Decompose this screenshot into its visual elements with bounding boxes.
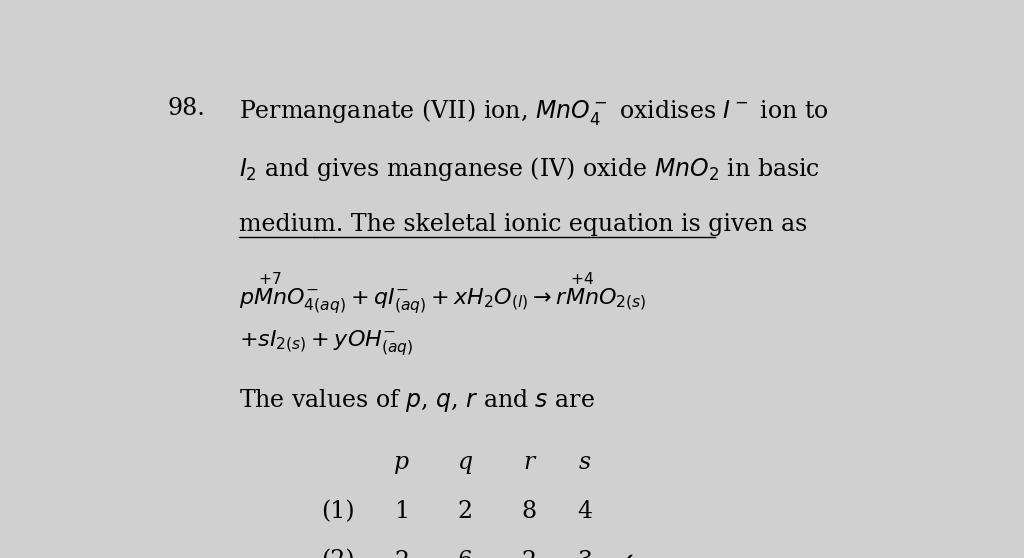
Text: r: r [523,451,535,474]
Text: 2: 2 [458,501,473,523]
Text: 4: 4 [577,501,592,523]
Text: q: q [458,451,473,474]
Text: (1): (1) [322,501,355,523]
Text: (2): (2) [322,550,355,558]
Text: 2: 2 [394,550,410,558]
Text: 8: 8 [521,501,537,523]
Text: s: s [579,451,591,474]
Text: 98.: 98. [168,97,206,120]
Text: $\checkmark$: $\checkmark$ [614,550,634,558]
Text: 2: 2 [521,550,537,558]
Text: The values of $p$, $q$, $r$ and $s$ are: The values of $p$, $q$, $r$ and $s$ are [240,387,595,414]
Text: 6: 6 [458,550,473,558]
Text: Permanganate (VII) ion, $MnO_4^-$ oxidises $I^-$ ion to: Permanganate (VII) ion, $MnO_4^-$ oxidis… [240,97,829,127]
Text: p: p [394,451,410,474]
Text: 1: 1 [394,501,410,523]
Text: $p\overset{+7}{Mn}O_{4(aq)}^{-}+qI_{(aq)}^{-}+xH_2O_{(l)}\rightarrow r\overset{+: $p\overset{+7}{Mn}O_{4(aq)}^{-}+qI_{(aq)… [240,271,647,317]
Text: $I_2$ and gives manganese (IV) oxide $MnO_2$ in basic: $I_2$ and gives manganese (IV) oxide $Mn… [240,155,820,183]
Text: $+sI_{2(s)}+yOH_{(aq)}^{-}$: $+sI_{2(s)}+yOH_{(aq)}^{-}$ [240,329,414,358]
Text: 3: 3 [577,550,592,558]
Text: medium. The skeletal ionic equation is given as: medium. The skeletal ionic equation is g… [240,213,808,236]
